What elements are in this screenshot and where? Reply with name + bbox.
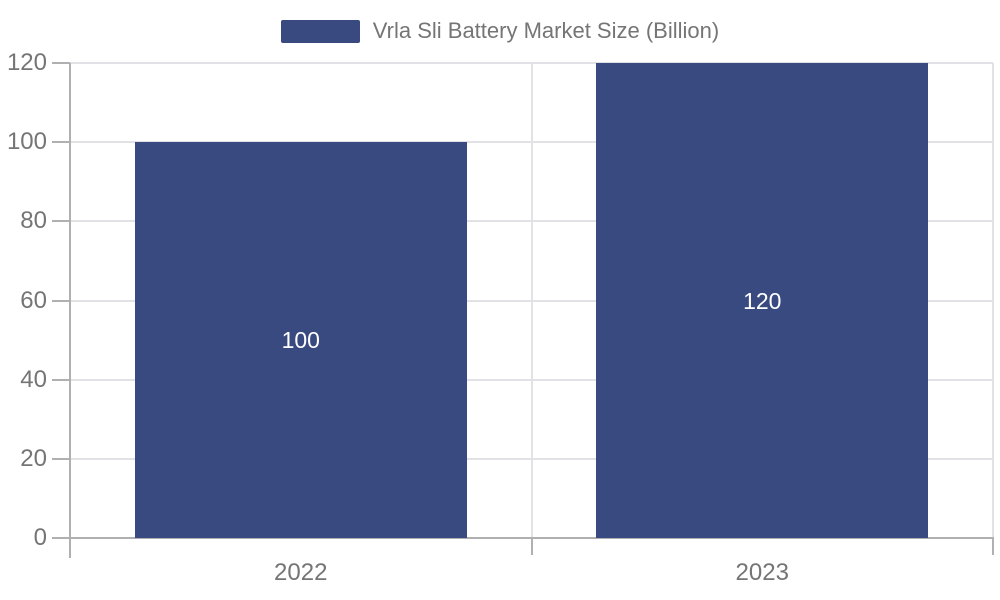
- y-tick: [52, 62, 70, 64]
- y-tick-label: 100: [6, 128, 47, 156]
- y-tick: [52, 457, 70, 460]
- legend-label: Vrla Sli Battery Market Size (Billion): [372, 18, 720, 43]
- x-axis-line: [69, 537, 994, 539]
- y-tick-label: 20: [20, 444, 47, 472]
- x-category-label: 2022: [274, 559, 328, 586]
- x-category-label: 2023: [735, 559, 789, 586]
- bar-2022[interactable]: [134, 142, 467, 538]
- y-tick: [52, 537, 70, 539]
- y-tick-label: 40: [20, 365, 47, 393]
- y-tick-label: 120: [6, 49, 47, 76]
- bar-value-label: 120: [743, 287, 782, 314]
- v-gridline: [992, 63, 994, 538]
- x-tick: [992, 538, 994, 555]
- y-axis-line: [69, 63, 71, 558]
- y-tick-label: 80: [20, 207, 47, 235]
- y-tick: [52, 141, 70, 144]
- legend[interactable]: Vrla Sli Battery Market Size (Billion): [0, 19, 1000, 43]
- y-tick: [52, 220, 70, 223]
- y-tick: [52, 378, 70, 381]
- y-tick-label: 0: [33, 524, 47, 551]
- y-tick: [52, 299, 70, 302]
- bar-value-label: 100: [281, 327, 320, 354]
- x-tick: [530, 538, 533, 555]
- y-tick-label: 60: [20, 286, 47, 314]
- bar-2023[interactable]: [596, 63, 929, 538]
- legend-swatch: [280, 19, 360, 43]
- v-gridline: [530, 63, 533, 538]
